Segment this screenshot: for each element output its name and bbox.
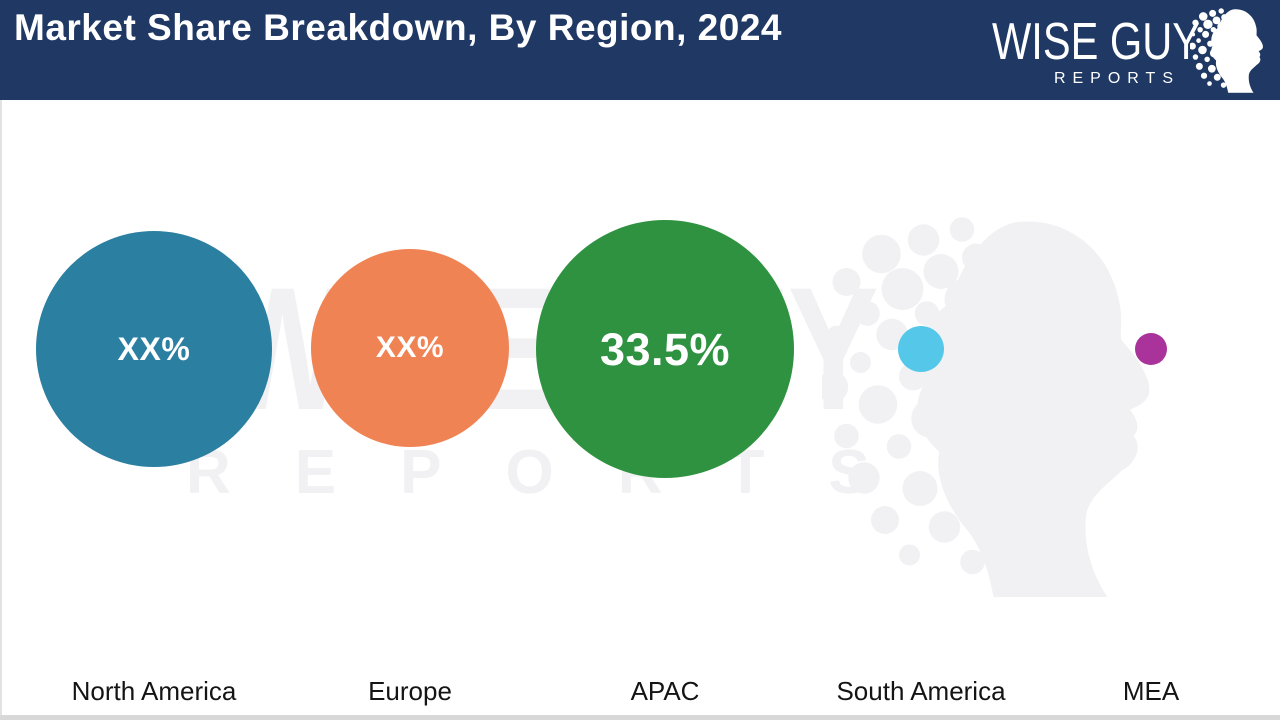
bubble-value-north-america: XX% [117, 331, 191, 367]
bubble-mea [1135, 333, 1167, 365]
bubble-europe: XX% [311, 249, 509, 447]
left-edge-line [0, 100, 2, 716]
footer-bar [0, 715, 1280, 720]
wiseguy-logo: WISE GUY REPORTS [940, 16, 1200, 87]
header: Market Share Breakdown, By Region, 2024 … [0, 0, 1280, 100]
category-label-north-america: North America [71, 676, 237, 706]
bubble-south-america [898, 326, 944, 372]
logo-reports-label: REPORTS [1053, 70, 1180, 87]
category-label-apac: APAC [630, 676, 700, 706]
logo-wiseguy-label: WISE GUY [991, 13, 1200, 71]
category-label-europe: Europe [368, 676, 452, 706]
watermark-reports-text: REPORTS [186, 438, 934, 507]
bubble-chart: XX% North America XX% Europe 33.5% APAC South … [0, 100, 1280, 720]
logo-head-icon [1190, 7, 1268, 93]
bubble-value-europe: XX% [375, 331, 445, 364]
bubble-north-america: XX% [36, 231, 272, 467]
bubble-value-apac: 33.5% [599, 323, 731, 375]
bubble-apac: 33.5% [536, 220, 794, 478]
category-label-mea: MEA [1122, 676, 1180, 706]
page-title: Market Share Breakdown, By Region, 2024 [14, 7, 782, 48]
category-label-south-america: South America [836, 676, 1006, 706]
